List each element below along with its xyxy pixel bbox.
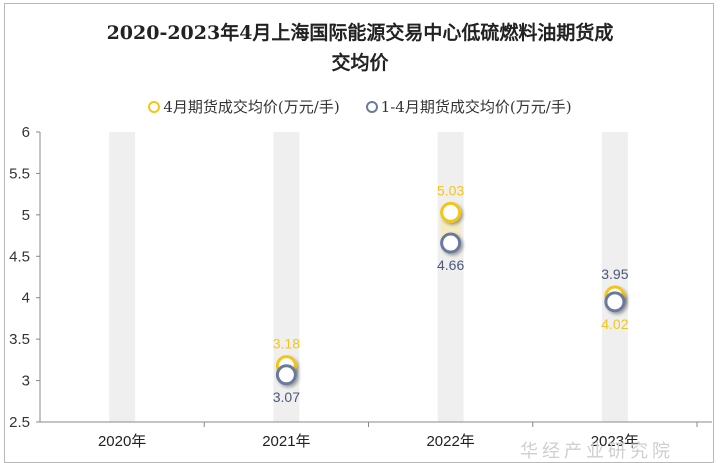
y-tick-label: 3.5 <box>9 331 30 348</box>
y-tick-label: 4.5 <box>9 248 30 265</box>
legend-item-jan-apr[interactable]: 1-4月期货成交均价(万元/手) <box>365 96 572 117</box>
y-tick-label: 6 <box>22 124 30 141</box>
x-tick-label: 2023年 <box>591 433 639 450</box>
data-points: 3.18 3.07 5.03 4.66 3.95 4.02 <box>273 182 629 404</box>
category-band <box>601 132 628 422</box>
y-tick-label: 2.5 <box>9 414 30 431</box>
chart-title-line1: 2020-2023年4月上海国际能源交易中心低硫燃料油期货成 <box>106 22 614 44</box>
category-band <box>109 132 136 422</box>
chart-legend: 4月期货成交均价(万元/手) 1-4月期货成交均价(万元/手) <box>0 96 720 117</box>
data-label: 3.07 <box>273 389 300 405</box>
point-jan-apr[interactable] <box>604 291 626 313</box>
x-axis-ticks: 2020年 2021年 2022年 2023年 <box>98 422 698 450</box>
chart-title: 2020-2023年4月上海国际能源交易中心低硫燃料油期货成 交均价 <box>0 18 720 78</box>
y-tick-label: 3 <box>22 373 30 390</box>
data-label: 5.03 <box>437 182 464 198</box>
data-label: 4.66 <box>437 257 464 273</box>
legend-label: 4月期货成交均价(万元/手) <box>163 98 340 116</box>
data-label: 3.18 <box>273 336 300 352</box>
x-tick-label: 2022年 <box>426 433 474 450</box>
x-tick-label: 2021年 <box>262 433 310 450</box>
y-axis-ticks: 6 5.5 5 4.5 4 3.5 3 2.5 <box>9 124 40 431</box>
data-label: 3.95 <box>601 266 628 282</box>
watermark: 华经产业研究院 <box>520 441 674 461</box>
legend-item-april[interactable]: 4月期货成交均价(万元/手) <box>148 96 340 117</box>
category-band <box>437 132 464 422</box>
legend-label: 1-4月期货成交均价(万元/手) <box>380 98 572 116</box>
point-jan-apr[interactable] <box>275 364 297 386</box>
x-tick-label: 2020年 <box>98 433 146 450</box>
y-tick-label: 5.5 <box>9 165 30 182</box>
chart-title-line2: 交均价 <box>331 52 389 74</box>
y-tick-label: 4 <box>22 290 30 307</box>
circle-marker-icon <box>148 100 161 113</box>
circle-marker-icon <box>365 100 378 113</box>
y-tick-label: 5 <box>22 207 30 224</box>
point-jan-apr[interactable] <box>440 232 462 254</box>
category-bands <box>109 132 628 422</box>
plot-area: 6 5.5 5 4.5 4 3.5 3 2.5 2020年 2021年 2022年 2023年 3.… <box>9 124 712 450</box>
data-label: 4.02 <box>601 316 628 332</box>
point-april[interactable] <box>440 201 462 223</box>
